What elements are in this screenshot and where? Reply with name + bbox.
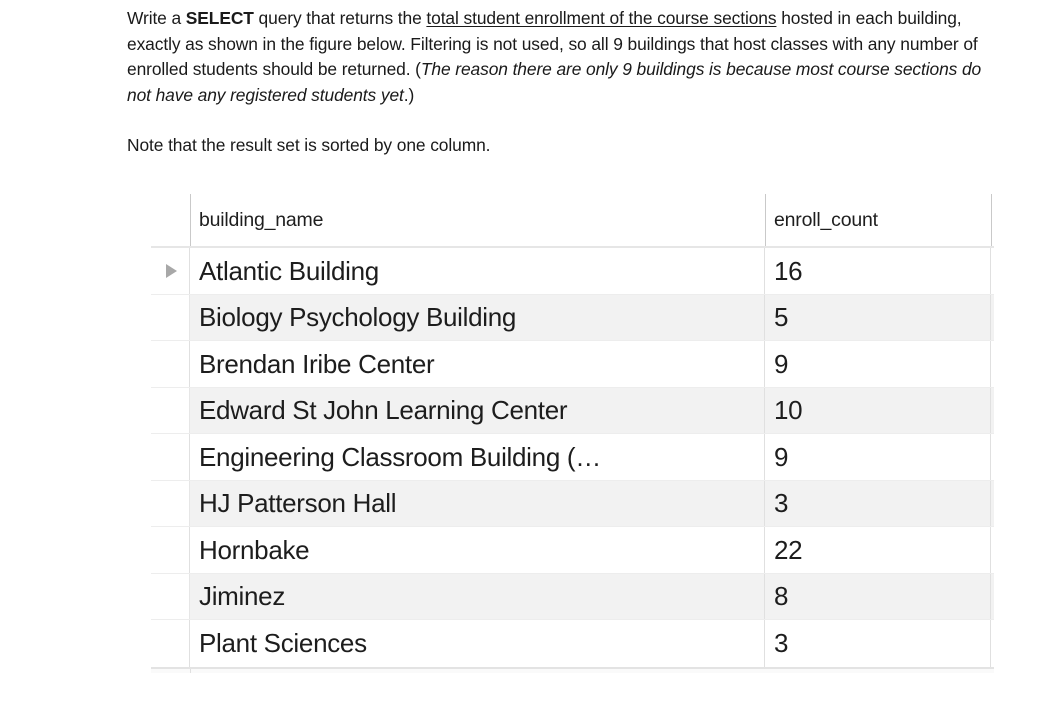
table-row[interactable]: Brendan Iribe Center 9 [151,341,994,388]
cell-enroll-count[interactable]: 8 [765,573,991,619]
caret-right-icon [166,263,177,278]
cell-filler [991,481,994,527]
cell-filler [991,388,994,434]
prompt-text-segment-3: hosted in each building, exactly as show… [127,8,978,79]
row-selector-cell[interactable] [151,434,190,480]
grid-bottom-gutter [151,668,191,673]
cell-enroll-count[interactable]: 3 [765,620,991,667]
cell-filler [991,341,994,387]
cell-building-name[interactable]: Hornbake [190,527,765,573]
grid-bottom-edge [151,667,994,673]
cell-building-name[interactable]: Jiminez [190,573,765,619]
prompt-text-segment-4: .) [403,84,415,105]
cell-enroll-count[interactable]: 22 [765,527,991,573]
cell-filler [991,620,994,667]
row-selector-cell[interactable] [151,480,190,526]
cell-filler [991,434,994,480]
result-grid: building_name enroll_count Atlantic Buil… [151,194,994,673]
table-row[interactable]: HJ Patterson Hall 3 [151,480,994,527]
cell-building-name[interactable]: Biology Psychology Building [190,294,765,340]
prompt-note: Note that the result set is sorted by on… [127,135,491,155]
table-row[interactable]: Jiminez 8 [151,573,994,620]
cell-enroll-count[interactable]: 10 [765,387,991,433]
cell-building-name[interactable]: Brendan Iribe Center [190,341,765,387]
table-row[interactable]: Biology Psychology Building 5 [151,294,994,341]
cell-building-name[interactable]: Edward St John Learning Center [190,387,765,433]
prompt-underlined-phrase: total student enrollment of the course s… [426,8,777,28]
table-row[interactable]: Hornbake 22 [151,527,994,574]
cell-filler [991,527,994,573]
cell-enroll-count[interactable]: 3 [765,480,991,526]
table-row[interactable]: Plant Sciences 3 [151,620,994,667]
row-selector-cell[interactable] [151,341,190,387]
row-selector-cell[interactable] [151,573,190,619]
grid-bottom-fill [191,669,994,673]
prompt-text-segment-2: query that returns the [253,8,427,28]
prompt-italic-aside: The reason there are only 9 buildings is… [127,59,982,105]
row-selector-cell[interactable] [151,527,190,573]
exercise-prompt: Write a SELECT query that returns the to… [127,6,1005,159]
row-selector-cell[interactable] [151,248,190,294]
cell-enroll-count[interactable]: 9 [765,341,991,387]
grid-header-row: building_name enroll_count [151,194,994,248]
prompt-keyword-select: SELECT [185,8,254,28]
column-header-building-name[interactable]: building_name [190,194,765,246]
grid-gutter-header [151,194,190,246]
cell-building-name[interactable]: Engineering Classroom Building (… [190,434,765,480]
table-row[interactable]: Engineering Classroom Building (… 9 [151,434,994,481]
column-header-filler [991,194,994,246]
cell-enroll-count[interactable]: 16 [765,248,991,294]
row-selector-cell[interactable] [151,620,190,667]
cell-filler [991,248,994,294]
row-selector-cell[interactable] [151,387,190,433]
table-row[interactable]: Edward St John Learning Center 10 [151,387,994,434]
cell-filler [991,574,994,620]
grid-body: Atlantic Building 16 Biology Psychology … [151,248,994,668]
prompt-paragraph-1: Write a SELECT query that returns the to… [127,6,1005,108]
row-selector-cell[interactable] [151,294,190,340]
cell-building-name[interactable]: Atlantic Building [190,248,765,294]
prompt-text-segment-1: Write a [127,8,186,28]
column-header-enroll-count[interactable]: enroll_count [765,194,991,246]
cell-enroll-count[interactable]: 9 [765,434,991,480]
table-row[interactable]: Atlantic Building 16 [151,248,994,295]
cell-building-name[interactable]: HJ Patterson Hall [190,480,765,526]
cell-building-name[interactable]: Plant Sciences [190,620,765,667]
cell-enroll-count[interactable]: 5 [765,294,991,340]
cell-filler [991,295,994,341]
